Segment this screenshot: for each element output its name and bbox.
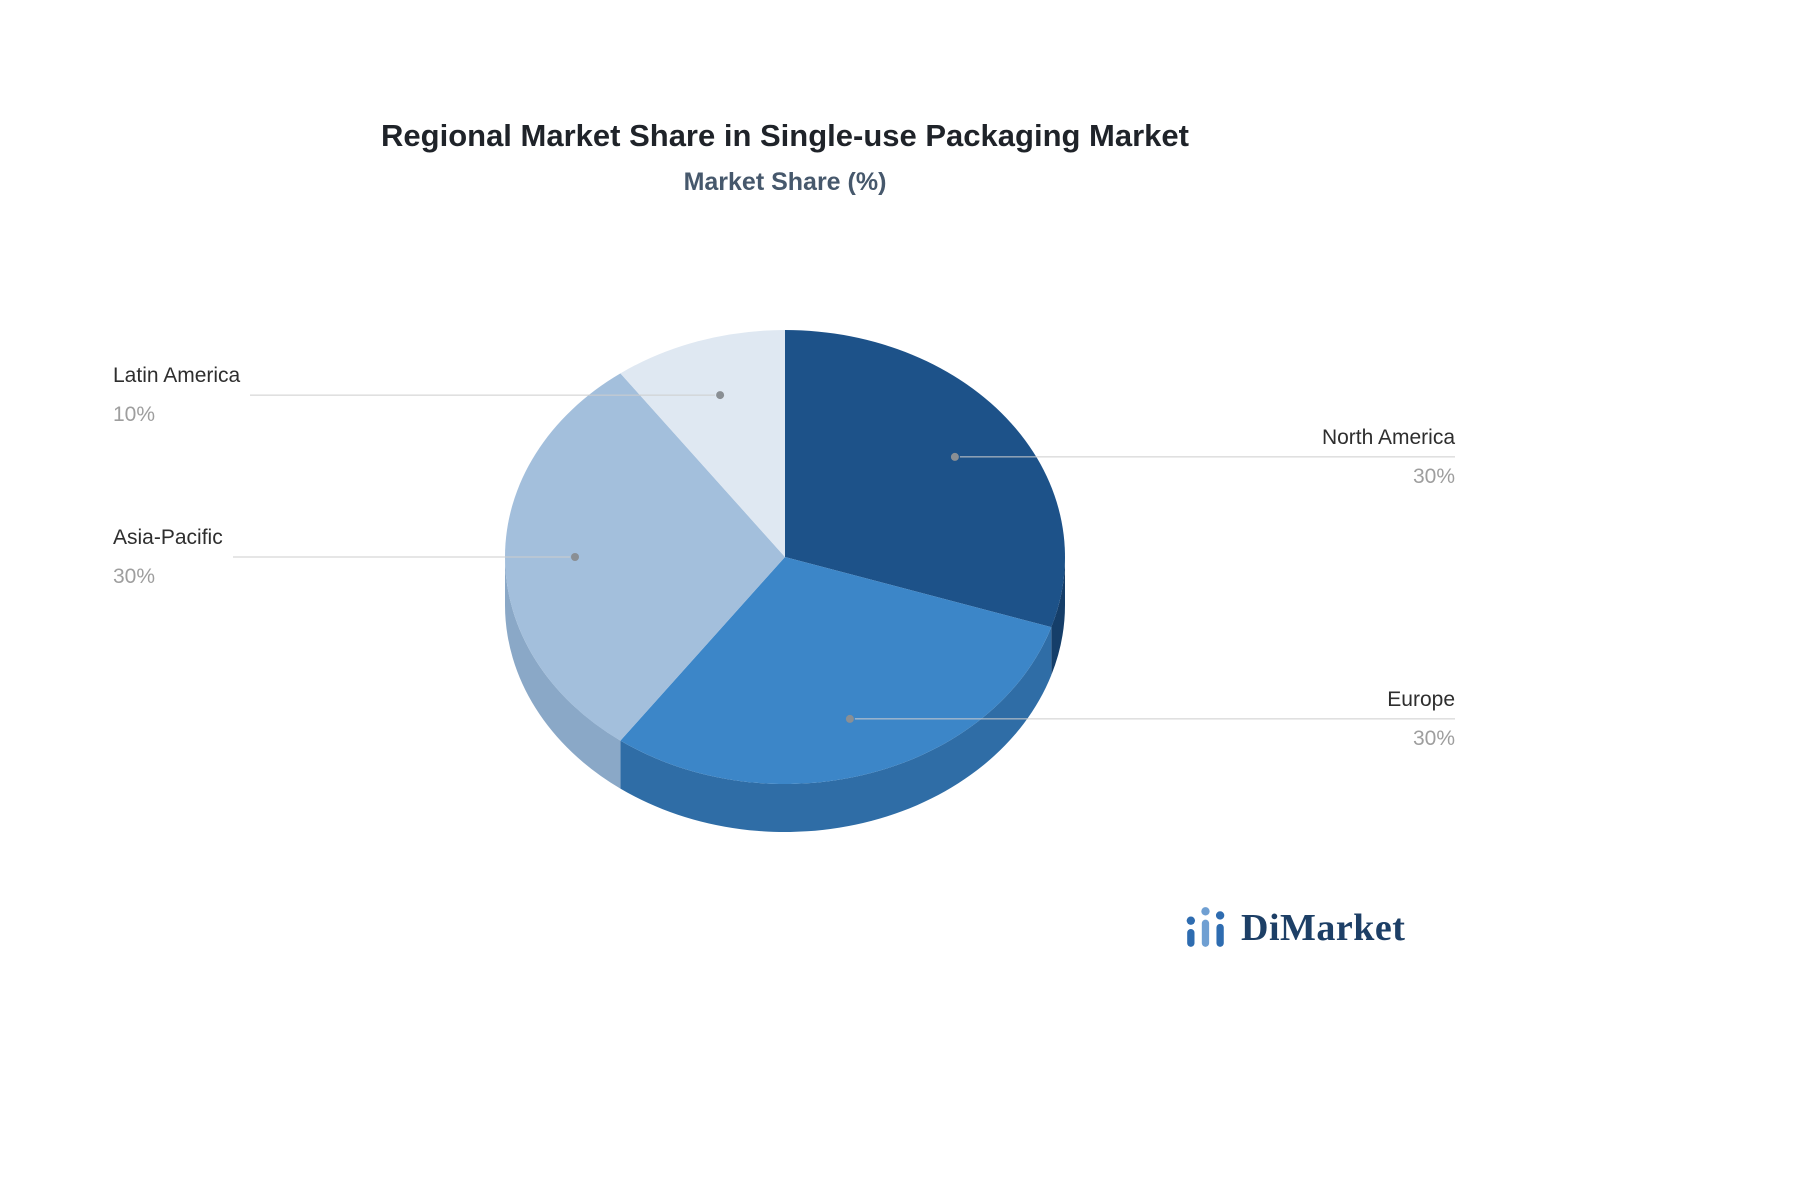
leader-dot: [845, 714, 854, 723]
brand-logo: DiMarket: [1185, 905, 1405, 951]
pie-slice-side-europe: [620, 627, 1052, 832]
pie-slice-europe: [620, 557, 1052, 784]
leader-dot: [571, 553, 579, 561]
bar-chart-icon: [1186, 907, 1225, 947]
chart-subtitle: Market Share (%): [683, 168, 887, 196]
pie-slice-asia-pacific: [504, 373, 785, 741]
chart-title: Regional Market Share in Single-use Pack…: [381, 118, 1189, 153]
pie-slice-latin-america: [620, 330, 785, 557]
brand-name: DiMarket: [1241, 907, 1406, 949]
leader-dot: [950, 452, 959, 461]
leader-dot: [716, 391, 725, 400]
pie-slice-side-asia-pacific: [505, 557, 621, 789]
pie-slice-side-north-america: [1051, 557, 1065, 676]
pie-slice-north-america: [785, 330, 1065, 628]
